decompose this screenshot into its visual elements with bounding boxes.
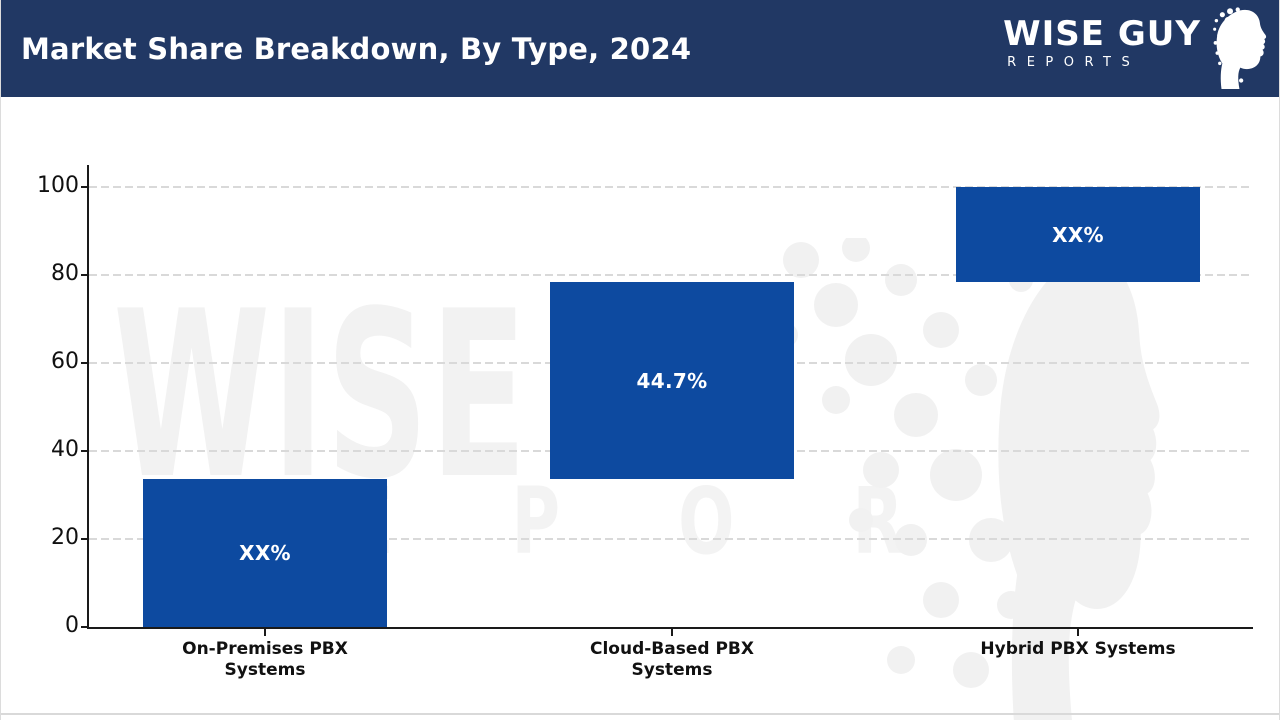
category-label-cloud-based-pbx-systems: Cloud-Based PBX Systems [512, 639, 832, 681]
bar-value-label: XX% [239, 541, 291, 566]
x-tick [264, 629, 266, 636]
gridline [89, 538, 1253, 540]
gridline [89, 186, 1253, 188]
category-label-line: Systems [631, 660, 713, 680]
brand-logo-subtitle: REPORTS [1007, 55, 1141, 70]
bottom-divider [1, 713, 1279, 715]
y-tick [81, 626, 89, 628]
y-tick-label: 60 [51, 349, 79, 374]
logo-head-icon [1213, 7, 1267, 89]
y-tick-label: 0 [65, 613, 79, 638]
header-bar: Market Share Breakdown, By Type, 2024 [1, 0, 1279, 97]
category-label-line: Systems [224, 660, 306, 680]
bar-cloud-based-pbx-systems: 44.7% [550, 282, 794, 480]
category-label-line: Cloud-Based PBX [590, 639, 754, 659]
brand-logo: WISE GUY REPORTS [1003, 16, 1201, 70]
bar-value-label: 44.7% [636, 368, 708, 393]
y-tick-label: 40 [51, 437, 79, 462]
y-tick [81, 186, 89, 188]
gridline [89, 274, 1253, 276]
page-title: Market Share Breakdown, By Type, 2024 [21, 31, 692, 66]
x-tick [1077, 629, 1079, 636]
category-label-line: Hybrid PBX Systems [980, 639, 1176, 659]
category-label-hybrid-pbx-systems: Hybrid PBX Systems [918, 639, 1238, 660]
bar-value-label: XX% [1052, 222, 1104, 247]
x-tick [671, 629, 673, 636]
y-tick [81, 538, 89, 540]
y-axis-line [87, 165, 89, 629]
bar-on-premises-pbx-systems: XX% [143, 479, 387, 627]
y-tick-label: 20 [51, 525, 79, 550]
brand-logo-wordmark: WISE GUY [1003, 14, 1201, 54]
y-tick-label: 80 [51, 261, 79, 286]
y-tick [81, 362, 89, 364]
bar-hybrid-pbx-systems: XX% [956, 187, 1200, 283]
category-label-line: On-Premises PBX [182, 639, 348, 659]
category-label-on-premises-pbx-systems: On-Premises PBX Systems [105, 639, 425, 681]
y-tick [81, 450, 89, 452]
y-tick [81, 274, 89, 276]
x-axis-line [87, 627, 1253, 629]
y-tick-label: 100 [37, 173, 79, 198]
